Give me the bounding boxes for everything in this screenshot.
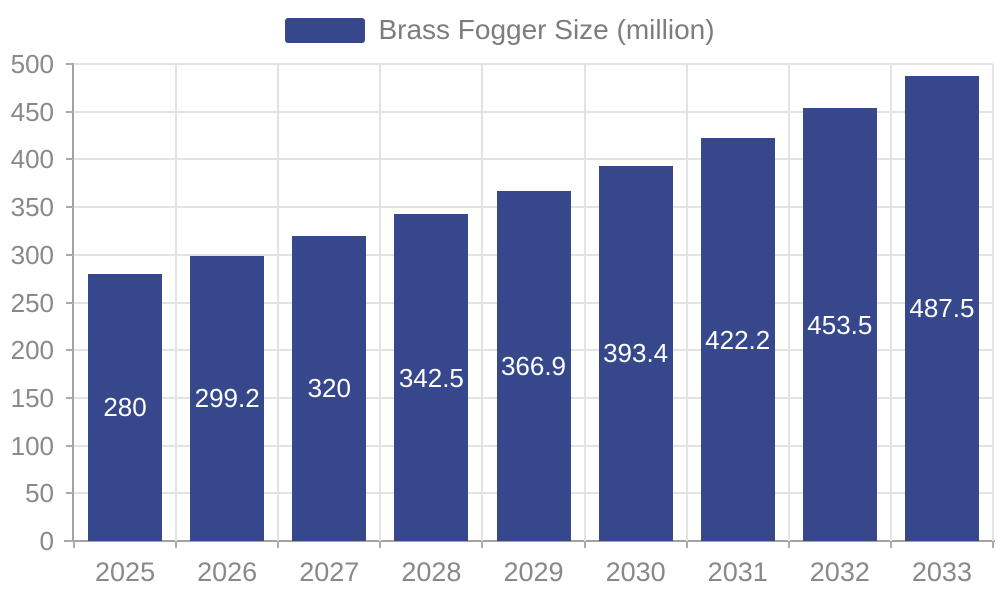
plot-area: 280 299.2 320 342.5 366.9 393.4 422.2 453.5 487.… — [74, 63, 994, 541]
y-axis-label: 150 — [10, 382, 54, 413]
x-axis-label: 2029 — [503, 557, 564, 587]
x-axis-tick — [992, 541, 994, 548]
y-axis-label: 200 — [10, 335, 54, 366]
bar-2032: 453.5 — [802, 108, 877, 541]
y-axis-label: 50 — [25, 478, 54, 509]
y-axis-label: 300 — [10, 239, 54, 270]
x-axis-label: 2033 — [911, 557, 972, 587]
gridline-vertical — [379, 64, 382, 541]
gridline-vertical — [583, 64, 586, 541]
bar-2027: 320 — [292, 235, 367, 541]
bar-value-label: 366.9 — [500, 351, 567, 381]
y-axis-tick — [66, 206, 74, 209]
x-axis-label: 2032 — [809, 557, 870, 587]
x-axis-tick — [175, 541, 178, 548]
y-axis-tick — [66, 349, 74, 352]
gridline-vertical — [787, 64, 790, 541]
x-axis-tick — [787, 541, 790, 548]
gridline-vertical — [277, 64, 280, 541]
y-axis-tick — [66, 444, 74, 447]
y-axis-tick — [66, 396, 74, 399]
x-axis-label: 2026 — [197, 557, 258, 587]
x-axis-label: 2025 — [95, 557, 156, 587]
bar-value-label: 422.2 — [705, 324, 771, 355]
gridline-vertical — [481, 64, 484, 541]
y-axis-label: 250 — [10, 287, 54, 318]
x-axis-label: 2030 — [605, 557, 666, 587]
bar-value-label: 320 — [307, 373, 351, 404]
y-axis-tick — [66, 63, 74, 65]
bar-value-label: 393.4 — [603, 338, 669, 369]
x-axis-label: 2028 — [401, 557, 462, 587]
bar-value-label: 453.5 — [807, 309, 873, 340]
gridline-vertical — [175, 64, 178, 541]
x-axis-line — [64, 540, 995, 542]
bar-2029: 366.9 — [496, 190, 571, 541]
x-axis-tick — [481, 541, 484, 548]
x-axis-tick — [583, 541, 586, 548]
y-axis-label: 350 — [10, 192, 54, 223]
y-axis-tick — [66, 253, 74, 256]
x-axis-label: 2031 — [707, 557, 768, 587]
x-axis-tick — [73, 541, 75, 548]
bar-2031: 422.2 — [700, 138, 775, 541]
gridline-vertical — [992, 64, 994, 541]
bar-2030: 393.4 — [598, 165, 673, 541]
legend[interactable]: Brass Fogger Size (million) — [0, 14, 1000, 46]
y-axis-label: 500 — [10, 49, 54, 79]
x-axis-label: 2027 — [299, 557, 360, 587]
gridline-horizontal — [74, 63, 993, 65]
x-axis-tick — [277, 541, 280, 548]
gridline-horizontal — [74, 110, 993, 113]
bar-2033: 487.5 — [904, 75, 979, 541]
bar-2028: 342.5 — [394, 214, 469, 541]
legend-label: Brass Fogger Size (million) — [378, 14, 715, 45]
y-axis-tick — [66, 301, 74, 304]
bar-value-label: 299.2 — [194, 383, 260, 414]
gridline-vertical — [685, 64, 688, 541]
y-axis-tick — [66, 158, 74, 161]
y-axis-label: 100 — [10, 430, 54, 461]
gridline-vertical — [889, 64, 892, 541]
y-axis-label: 0 — [39, 526, 54, 556]
bar-2026: 299.2 — [190, 255, 265, 541]
bar-2025: 280 — [88, 273, 163, 541]
x-axis-tick — [379, 541, 382, 548]
legend-swatch — [285, 17, 366, 43]
gridline-horizontal — [74, 158, 993, 161]
y-axis-label: 450 — [10, 96, 54, 127]
x-axis-tick — [889, 541, 892, 548]
bar-value-label: 487.5 — [909, 293, 975, 324]
bar-value-label: 342.5 — [398, 362, 464, 393]
y-axis-tick — [66, 492, 74, 495]
x-axis-tick — [685, 541, 688, 548]
y-axis-tick — [66, 110, 74, 113]
bar-value-label: 280 — [103, 392, 147, 423]
y-axis-tick — [66, 540, 74, 542]
y-axis-label: 400 — [10, 144, 54, 175]
